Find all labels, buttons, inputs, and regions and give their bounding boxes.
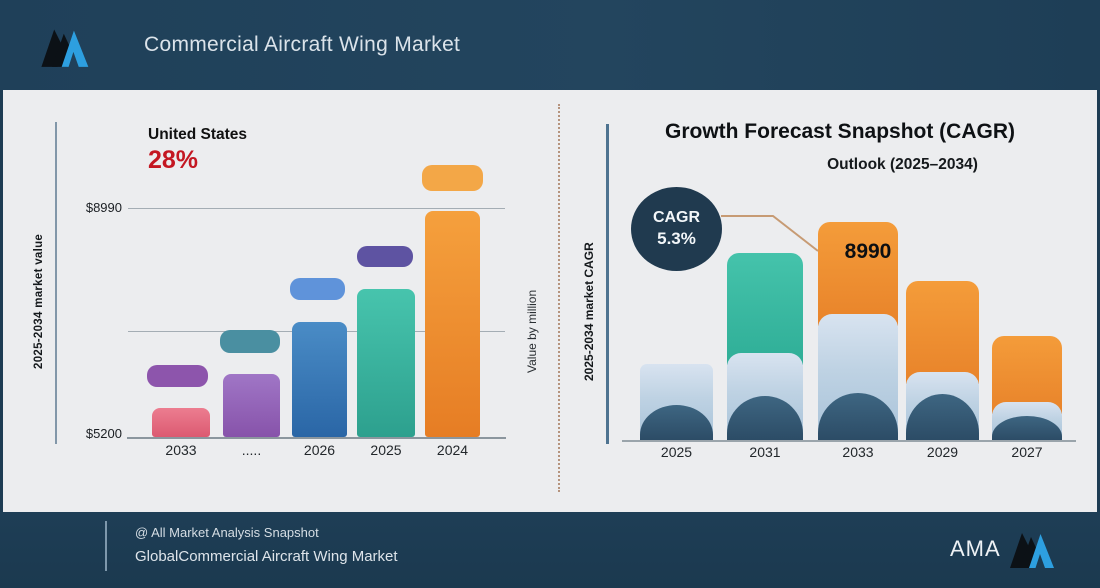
left-bar (425, 211, 480, 437)
left-bar (223, 374, 280, 437)
right-bar-top-segment (906, 281, 979, 384)
left-bar-cap (357, 246, 413, 267)
left-y-axis-title: 2025-2034 market value (33, 233, 45, 369)
left-bar-cap (147, 365, 208, 387)
right-bar (640, 364, 713, 440)
footer-report-name: GlobalCommercial Aircraft Wing Market (135, 548, 398, 565)
panel-divider (558, 104, 560, 492)
right-chart-subtitle: Outlook (2025–2034) (827, 156, 978, 173)
footer-bar: @ All Market Analysis Snapshot GlobalCom… (0, 512, 1100, 588)
left-bar-cap (290, 278, 345, 300)
y-tick-8990: $8990 (85, 200, 122, 215)
left-y-axis-line (55, 122, 57, 444)
right-x-tick-label: 2031 (749, 444, 781, 460)
right-y-axis-title: 2025-2034 market CAGR (582, 242, 596, 382)
left-bar-cap (422, 165, 483, 191)
right-bar-top-segment (818, 222, 898, 326)
y-tick-5200: $5200 (85, 426, 122, 441)
right-bar-top-segment (727, 253, 803, 365)
cagr-badge-value: 5.3% (657, 229, 696, 249)
cagr-badge: CAGR 5.3% (631, 187, 722, 271)
left-bar-cap (220, 330, 280, 353)
left-x-tick-label: 2024 (436, 442, 469, 458)
right-bar (818, 222, 898, 440)
left-x-tick-label: ..... (241, 442, 262, 458)
right-bar (992, 336, 1062, 440)
right-x-tick-label: 2033 (842, 444, 874, 460)
right-bar-top-segment (992, 336, 1062, 414)
region-label: United States (148, 126, 248, 143)
left-bar (152, 408, 210, 437)
left-x-axis-line (127, 437, 506, 439)
left-bar (357, 289, 415, 437)
left-x-tick-label: 2033 (165, 442, 197, 458)
footer-accent-line (105, 521, 107, 571)
right-bar (727, 253, 803, 440)
ama-logo-icon (41, 29, 89, 67)
gridline-8990 (128, 208, 505, 209)
right-x-tick-label: 2029 (926, 444, 959, 460)
footer-ama-logo-icon (1010, 533, 1054, 568)
footer-brand-text: AMA (950, 536, 1001, 561)
value-by-million-note: Value by million (525, 289, 539, 373)
right-x-tick-label: 2025 (660, 444, 693, 460)
region-percentage: 28% (148, 146, 199, 174)
bar-value-callout: 8990 (844, 240, 892, 263)
left-bar (292, 322, 347, 437)
left-x-tick-label: 2025 (370, 442, 402, 458)
right-chart-title: Growth Forecast Snapshot (CAGR) (664, 120, 1016, 143)
page-title: Commercial Aircraft Wing Market (144, 33, 461, 56)
right-y-axis-line (606, 124, 609, 444)
right-bar (906, 281, 979, 440)
cagr-badge-label: CAGR (652, 209, 701, 227)
header-bar: Commercial Aircraft Wing Market (0, 0, 1100, 90)
right-x-tick-label: 2027 (1011, 444, 1043, 460)
footer-tagline: @ All Market Analysis Snapshot (135, 525, 319, 540)
left-x-tick-label: 2026 (303, 442, 336, 458)
right-x-axis-line (622, 440, 1076, 442)
